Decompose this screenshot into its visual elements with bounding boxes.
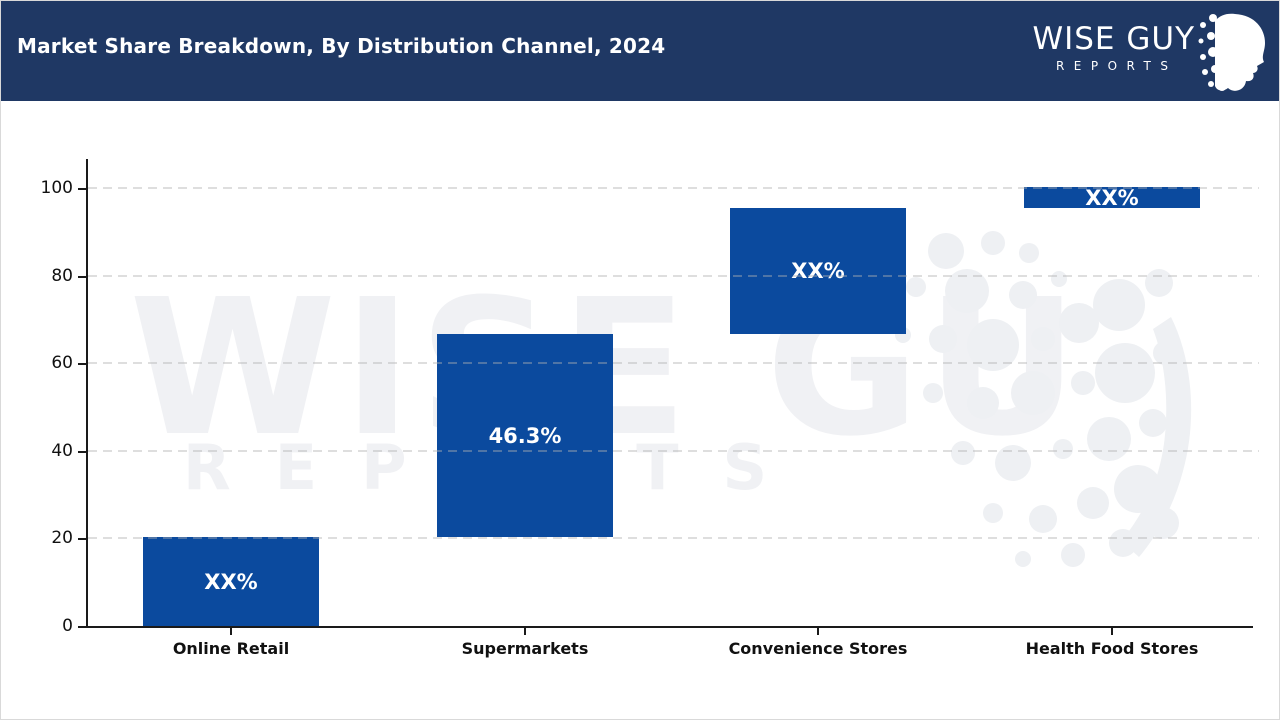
plot-area: WISE GU REPORTS XX%46.3%XX%XX% 020406080…	[1, 101, 1279, 719]
gridline	[88, 275, 1259, 277]
x-category-label: Online Retail	[172, 639, 290, 658]
logo-wordmark-line1: WISE GUY	[1032, 21, 1195, 57]
x-tick	[817, 628, 819, 635]
bar-value-label: 46.3%	[488, 423, 562, 448]
y-tick	[78, 626, 86, 628]
x-tick	[1111, 628, 1113, 635]
gridline	[88, 537, 1259, 539]
y-tick-label: 40	[51, 441, 73, 461]
y-tick-label: 0	[62, 616, 73, 636]
x-tick	[230, 628, 232, 635]
y-axis-spine	[86, 159, 88, 628]
header: Market Share Breakdown, By Distribution …	[1, 1, 1279, 101]
y-tick-label: 80	[51, 266, 73, 286]
y-tick	[78, 188, 86, 190]
y-tick-label: 100	[40, 178, 73, 198]
logo-head-icon	[1198, 13, 1265, 91]
y-tick	[78, 363, 86, 365]
bar-value-label: XX%	[204, 569, 258, 594]
logo: WISE GUY REPORTS	[1017, 7, 1267, 95]
x-tick	[524, 628, 526, 635]
x-category-label: Health Food Stores	[1025, 639, 1199, 658]
y-tick-label: 20	[51, 528, 73, 548]
y-tick-label: 60	[51, 353, 73, 373]
bar-value-label: XX%	[1085, 185, 1139, 210]
x-axis-spine	[86, 626, 1253, 628]
watermark-head-icon	[895, 231, 1192, 567]
gridline	[88, 362, 1259, 364]
bar-convenience-stores: XX%	[730, 208, 906, 334]
bar-supermarkets: 46.3%	[437, 334, 613, 537]
y-tick	[78, 276, 86, 278]
y-tick	[78, 538, 86, 540]
bar-online-retail: XX%	[143, 537, 319, 626]
bar-health-food-stores: XX%	[1024, 185, 1200, 210]
logo-wordmark-line2: REPORTS	[1055, 59, 1178, 73]
bar-value-label: XX%	[791, 259, 845, 283]
logo-wordmark: WISE GUY REPORTS	[1032, 21, 1195, 73]
x-category-label: Convenience Stores	[728, 639, 908, 658]
x-category-label: Supermarkets	[461, 639, 589, 658]
gridline	[88, 187, 1259, 189]
y-tick	[78, 451, 86, 453]
gridline	[88, 450, 1259, 452]
page-title: Market Share Breakdown, By Distribution …	[17, 34, 666, 58]
